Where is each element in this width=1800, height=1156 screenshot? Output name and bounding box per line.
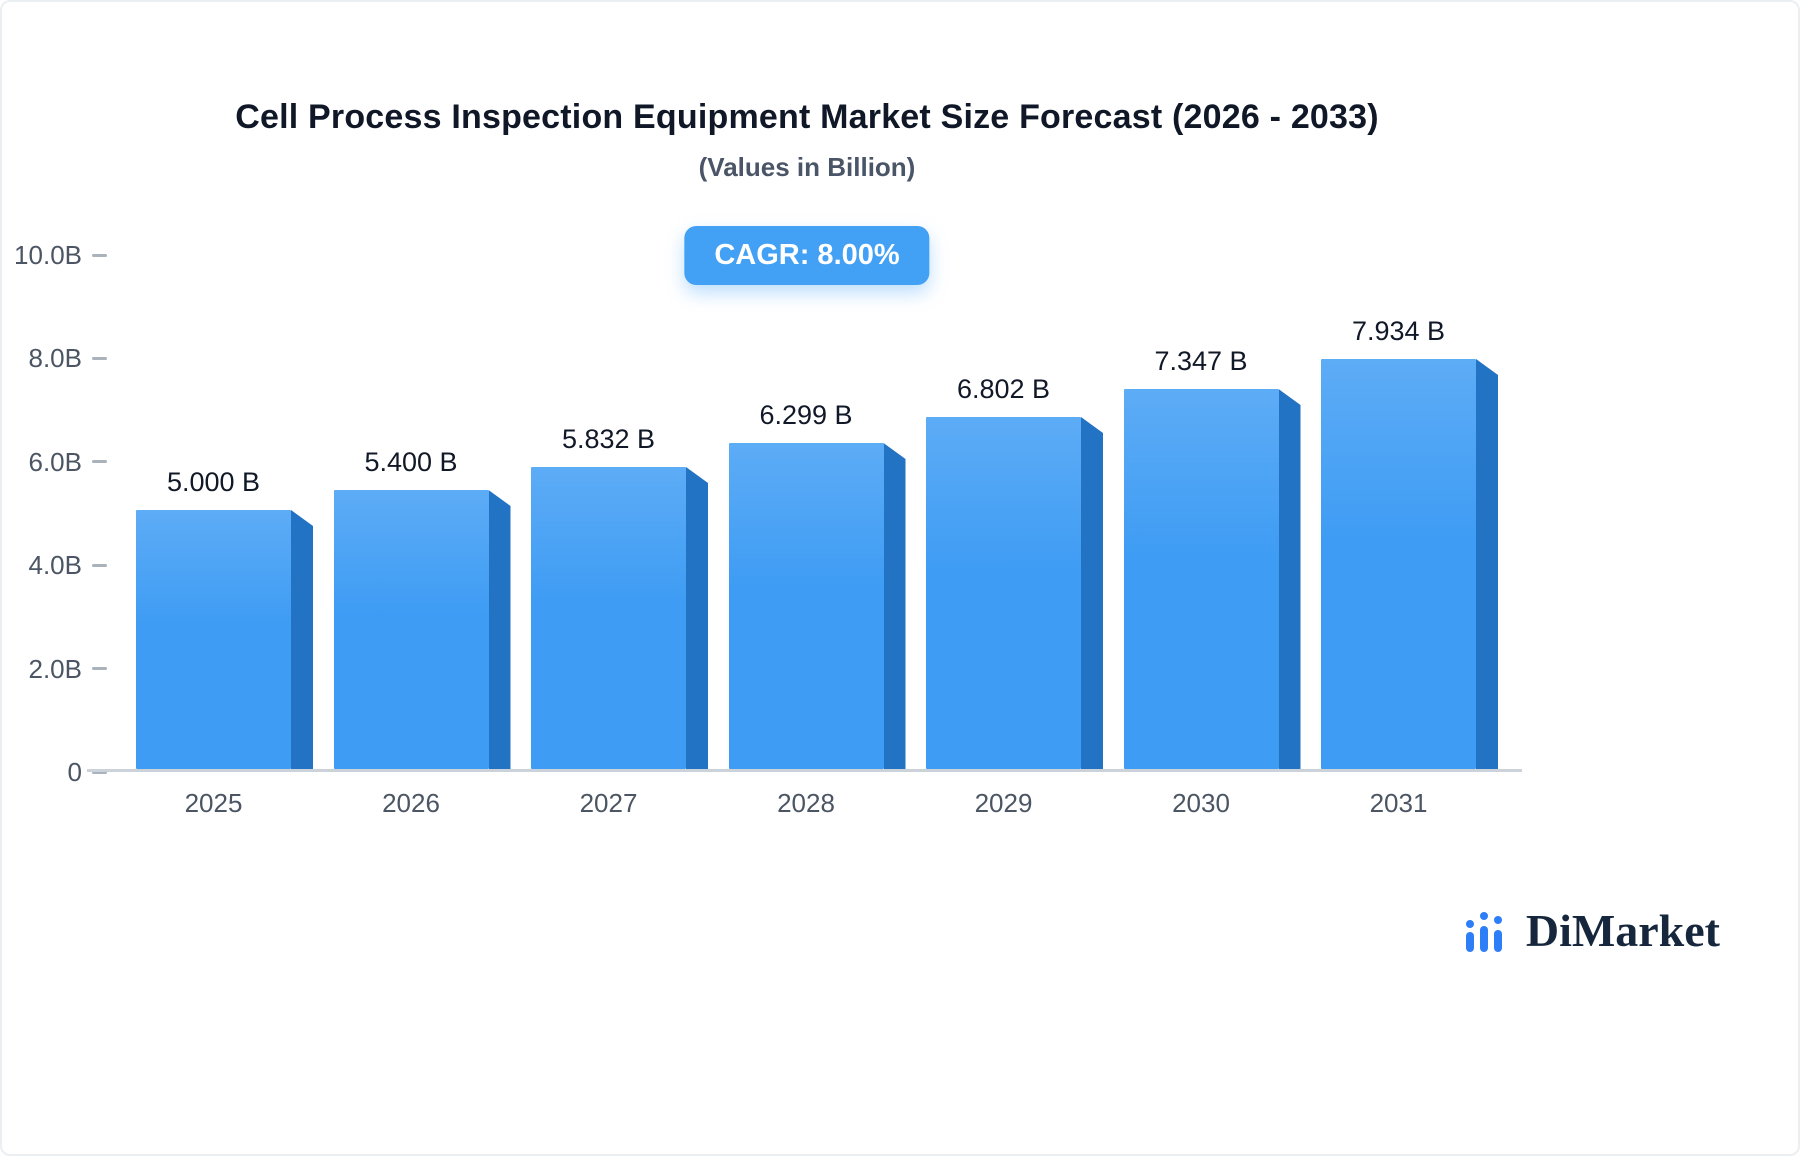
x-tick-label: 2025 — [184, 788, 243, 818]
bar-value-label: 7.347 B — [1154, 346, 1248, 376]
bar-side-face — [686, 467, 708, 769]
bar-2030: 7.347 B — [1123, 346, 1301, 769]
bar-value-label: 6.299 B — [759, 400, 853, 430]
bar-value-label: 5.832 B — [561, 424, 656, 454]
bar-value-label: 5.400 B — [364, 447, 458, 477]
y-tick-mark — [92, 460, 107, 464]
bar-front-face — [333, 490, 489, 769]
bar-side-face — [1476, 359, 1498, 769]
bar-front-face — [926, 417, 1081, 769]
y-tick-mark — [92, 253, 107, 257]
bar-front-face — [1321, 359, 1476, 769]
x-tick-label: 2030 — [1172, 788, 1230, 818]
brand-name: DiMarket — [1525, 905, 1720, 956]
x-axis: 2025 2026 2027 2028 2029 2030 2031 — [87, 788, 1522, 828]
bar-2026: 5.400 B — [333, 447, 511, 769]
bar-side-face — [488, 490, 511, 769]
bar-2031: 7.934 B — [1321, 316, 1498, 769]
chart-title: Cell Process Inspection Equipment Market… — [235, 98, 1379, 136]
y-tick-label: 6.0B — [28, 446, 83, 477]
y-axis: 0 2.0B 4.0B 6.0B 8.0B 10.0B — [2, 240, 112, 787]
bar-side-face — [1278, 389, 1301, 769]
y-tick-mark — [92, 563, 107, 567]
y-tick-label: 2.0B — [28, 653, 83, 684]
x-tick-label: 2028 — [777, 788, 835, 818]
bar-value-label: 6.802 B — [956, 374, 1051, 404]
x-tick-label: 2029 — [974, 788, 1033, 818]
bar-front-face — [136, 510, 291, 769]
y-tick-label: 0 — [67, 757, 82, 787]
cagr-badge: CAGR: 8.00% — [684, 226, 930, 285]
y-tick-mark — [92, 770, 107, 774]
brand-logo: DiMarket — [1462, 902, 1720, 954]
plot-area: 5.000 B 5.400 B 5.832 B 6.299 B 6.802 B 7.347… — [87, 255, 1522, 772]
y-tick-label: 8.0B — [28, 343, 83, 374]
bar-2025: 5.000 B — [136, 467, 313, 769]
chart-subtitle: (Values in Billion) — [698, 152, 916, 182]
bar-value-label: 5.000 B — [166, 467, 261, 497]
bar-2029: 6.802 B — [926, 374, 1103, 769]
bar-2028: 6.299 B — [728, 400, 906, 769]
y-tick-label: 10.0B — [14, 240, 82, 270]
bar-front-face — [1123, 389, 1279, 769]
x-tick-label: 2031 — [1369, 788, 1428, 818]
bar-chart-logo-icon — [1465, 912, 1502, 952]
bar-front-face — [531, 467, 686, 769]
bar-value-label: 7.934 B — [1351, 316, 1446, 346]
y-tick-label: 4.0B — [28, 550, 83, 581]
bar-side-face — [291, 510, 313, 769]
bar-side-face — [883, 443, 906, 769]
x-tick-label: 2027 — [579, 788, 638, 818]
bar-2027: 5.832 B — [531, 424, 708, 769]
y-tick-mark — [92, 667, 107, 671]
x-tick-label: 2026 — [382, 788, 440, 818]
y-tick-mark — [92, 356, 107, 360]
bar-side-face — [1081, 417, 1103, 769]
bar-front-face — [728, 443, 884, 769]
